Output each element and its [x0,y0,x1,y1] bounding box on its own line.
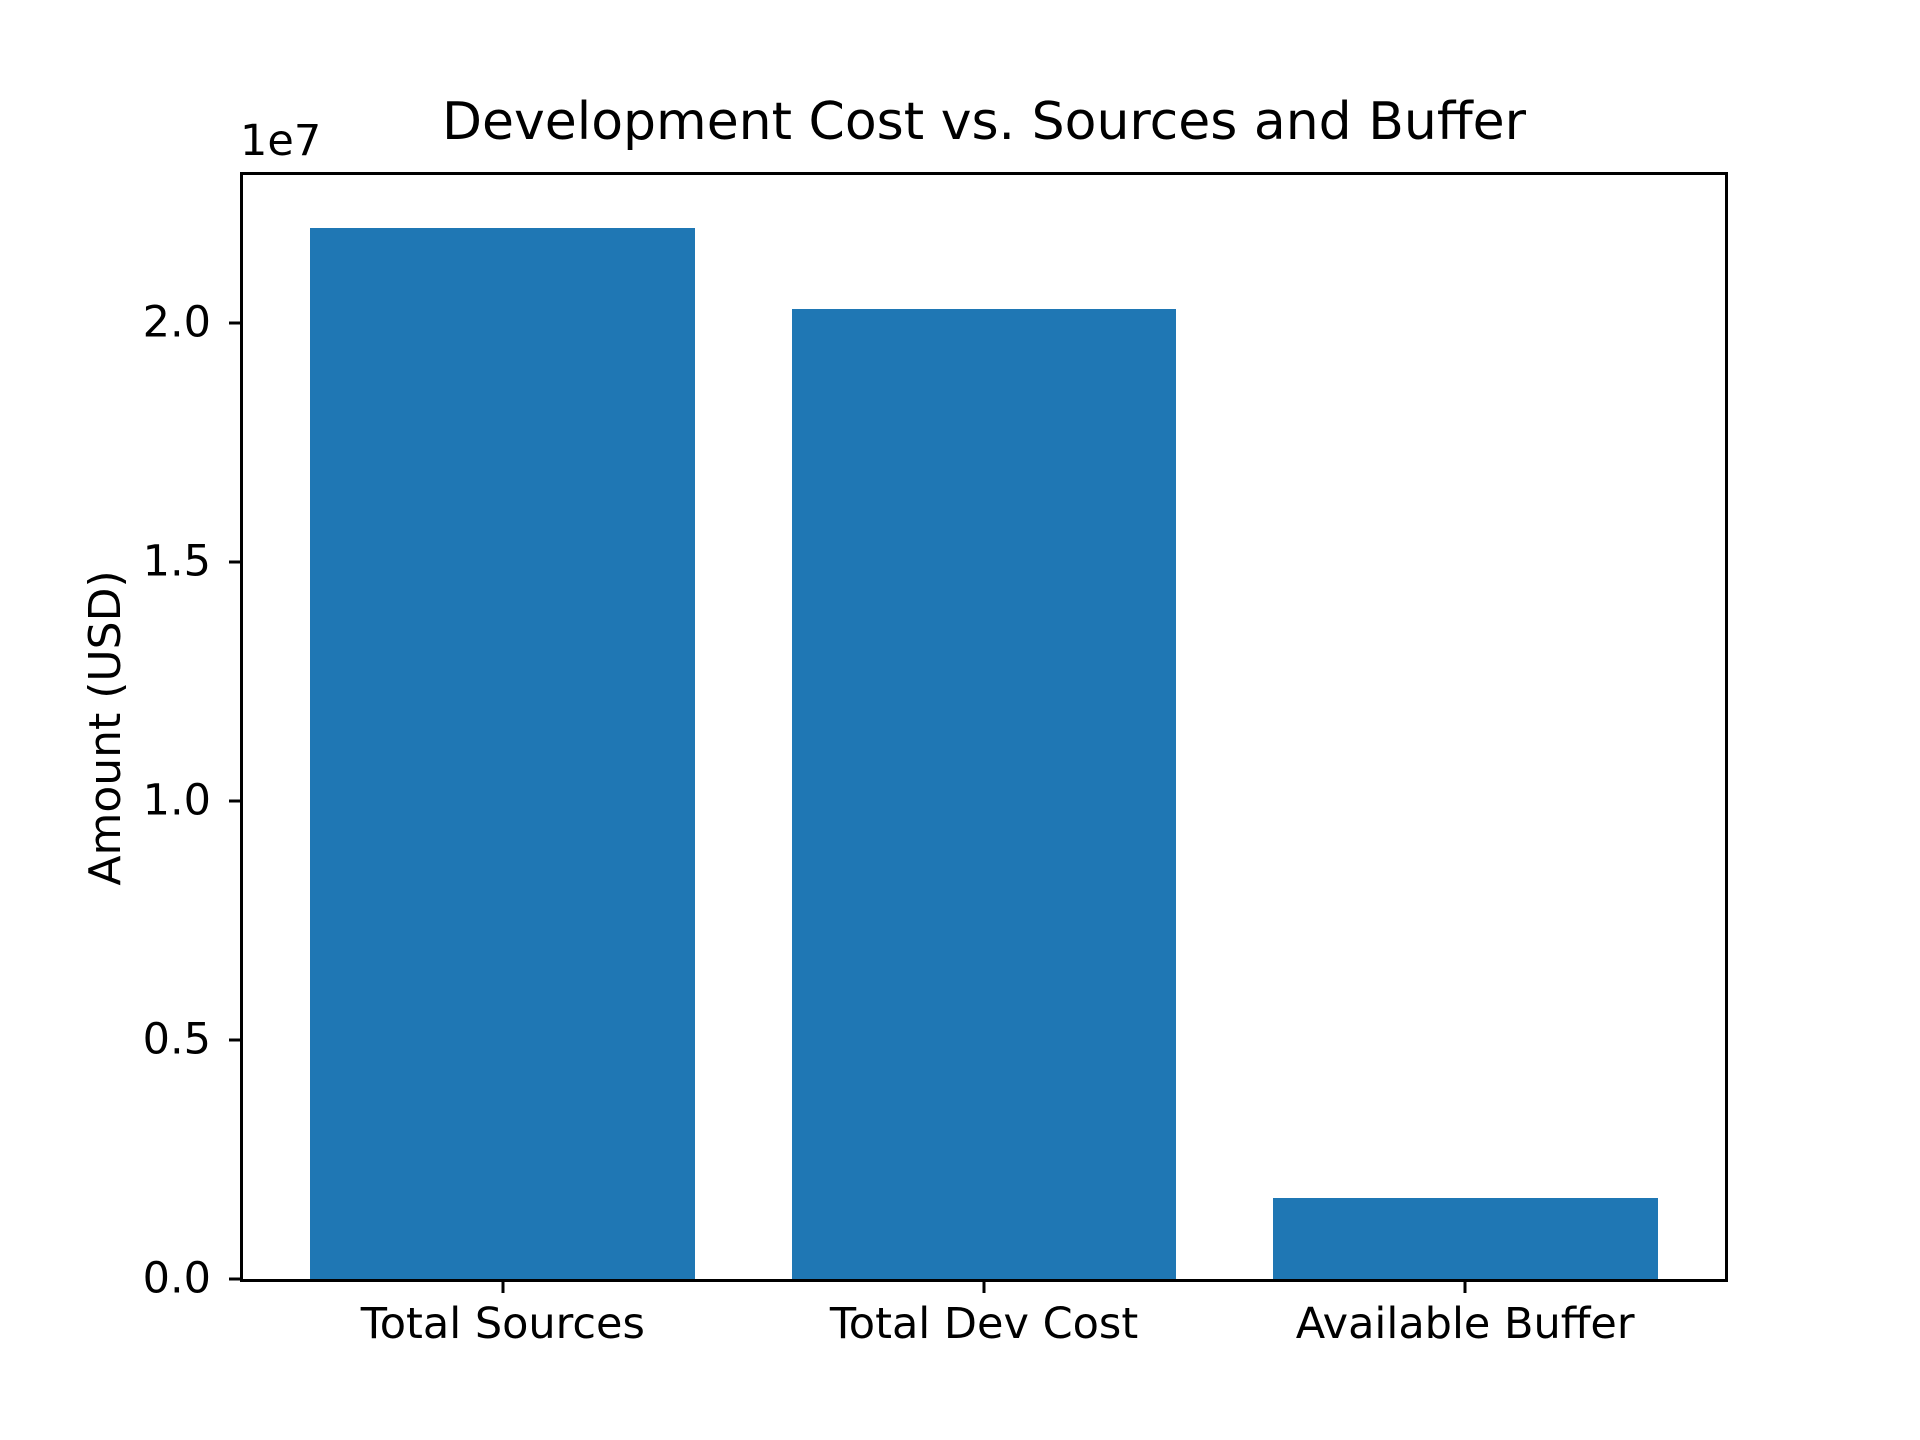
bar-total-sources [310,228,696,1279]
y-tick-mark [229,1038,243,1042]
chart-title: Development Cost vs. Sources and Buffer [441,92,1527,152]
plot-area: 0.0 0.5 1.0 1.5 2.0 Total Sources Total Dev Co… [143,172,1728,1346]
x-tick-mark [501,1279,505,1293]
y-tick-label: 0.5 [142,1014,211,1065]
bar-available-buffer [1272,1198,1658,1279]
x-tick-label: Total Sources [360,1299,645,1349]
y-tick-label: 1.0 [142,775,211,826]
y-tick-mark [229,560,243,564]
x-tick-label: Total Dev Cost [829,1299,1139,1349]
y-axis-label: Amount (USD) [80,570,131,886]
x-tick-mark [982,1279,986,1293]
y-tick-mark [229,1277,243,1281]
x-tick-label: Available Buffer [1295,1299,1635,1349]
y-tick-label: 1.5 [142,536,211,587]
y-tick-label: 2.0 [142,297,211,348]
bar-total-dev-cost [791,309,1177,1279]
y-tick-mark [229,799,243,803]
y-axis-offset-label: 1e7 [240,116,322,166]
y-tick-label: 0.0 [142,1253,211,1304]
x-tick-mark [1463,1279,1467,1293]
y-tick-mark [229,321,243,325]
